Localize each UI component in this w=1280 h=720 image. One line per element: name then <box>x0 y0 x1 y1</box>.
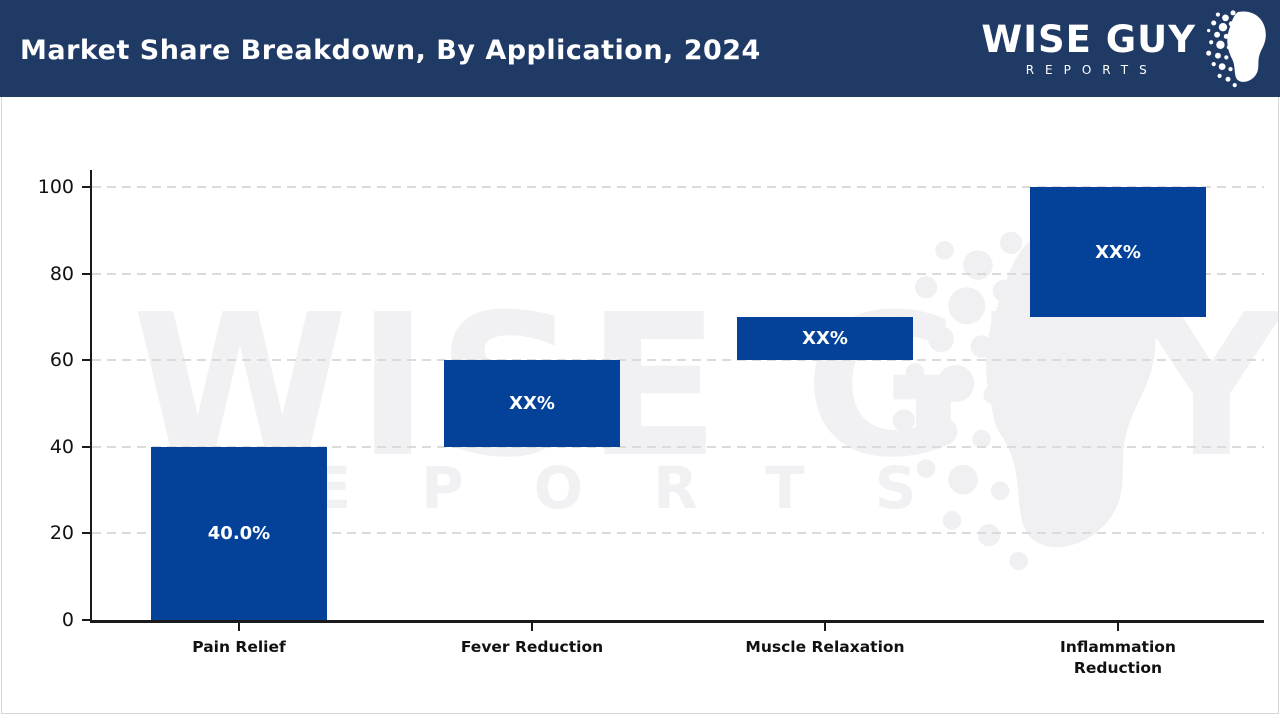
x-tick-mark <box>531 623 533 631</box>
gridline <box>92 186 1264 189</box>
bar-label: XX% <box>802 328 848 349</box>
gridline <box>92 532 1264 535</box>
brand-subtitle: REPORTS <box>1025 62 1158 77</box>
bar: XX% <box>737 317 913 360</box>
y-tick-label: 40 <box>49 435 74 458</box>
y-tick-label: 100 <box>37 176 74 199</box>
gridline <box>92 445 1264 448</box>
y-tick-label: 0 <box>61 609 74 631</box>
x-category-label: Pain Relief <box>192 638 286 656</box>
y-axis: 0 20 40 60 80 100 <box>2 170 90 631</box>
bar-label: XX% <box>1095 241 1141 263</box>
bar-label: XX% <box>509 393 555 414</box>
bar: XX% <box>1030 187 1206 317</box>
plot-area: 40.0% Pain Relief XX% Fever Reduction XX% Mus… <box>90 170 1264 677</box>
y-tick-mark <box>82 445 90 448</box>
bar: XX% <box>444 360 620 447</box>
x-tick-mark <box>824 623 826 631</box>
dotted-face-profile-icon <box>1206 10 1266 88</box>
y-tick-label: 60 <box>49 349 74 372</box>
bar-label: 40.0% <box>207 523 271 544</box>
y-tick-label: 80 <box>49 262 74 285</box>
y-tick-label: 20 <box>49 522 74 545</box>
y-tick-mark <box>82 186 90 189</box>
brand-text: WISE GUY REPORTS <box>981 18 1196 77</box>
x-category-label: Muscle Relaxation <box>745 638 905 656</box>
brand-logo: WISE GUY REPORTS <box>981 5 1268 93</box>
bar: 40.0% <box>151 447 327 620</box>
page-title: Market Share Breakdown, By Application, … <box>20 35 761 66</box>
y-tick-mark <box>82 619 90 621</box>
y-tick-mark <box>82 532 90 535</box>
y-tick-mark <box>82 272 90 275</box>
x-category-label: Inflammation Reduction <box>1060 638 1176 677</box>
y-tick-mark <box>82 359 90 362</box>
x-tick-mark <box>238 623 240 631</box>
gridline <box>92 359 1264 362</box>
x-category-label: Fever Reduction <box>460 638 604 656</box>
header: Market Share Breakdown, By Application, … <box>0 0 1280 97</box>
chart-panel: WISE GUY REPORTS 0 20 40 60 80 100 40.0% Pain … <box>1 97 1279 714</box>
brand-name: WISE GUY <box>981 18 1196 61</box>
x-tick-mark <box>1117 623 1119 631</box>
gridline <box>92 272 1264 275</box>
